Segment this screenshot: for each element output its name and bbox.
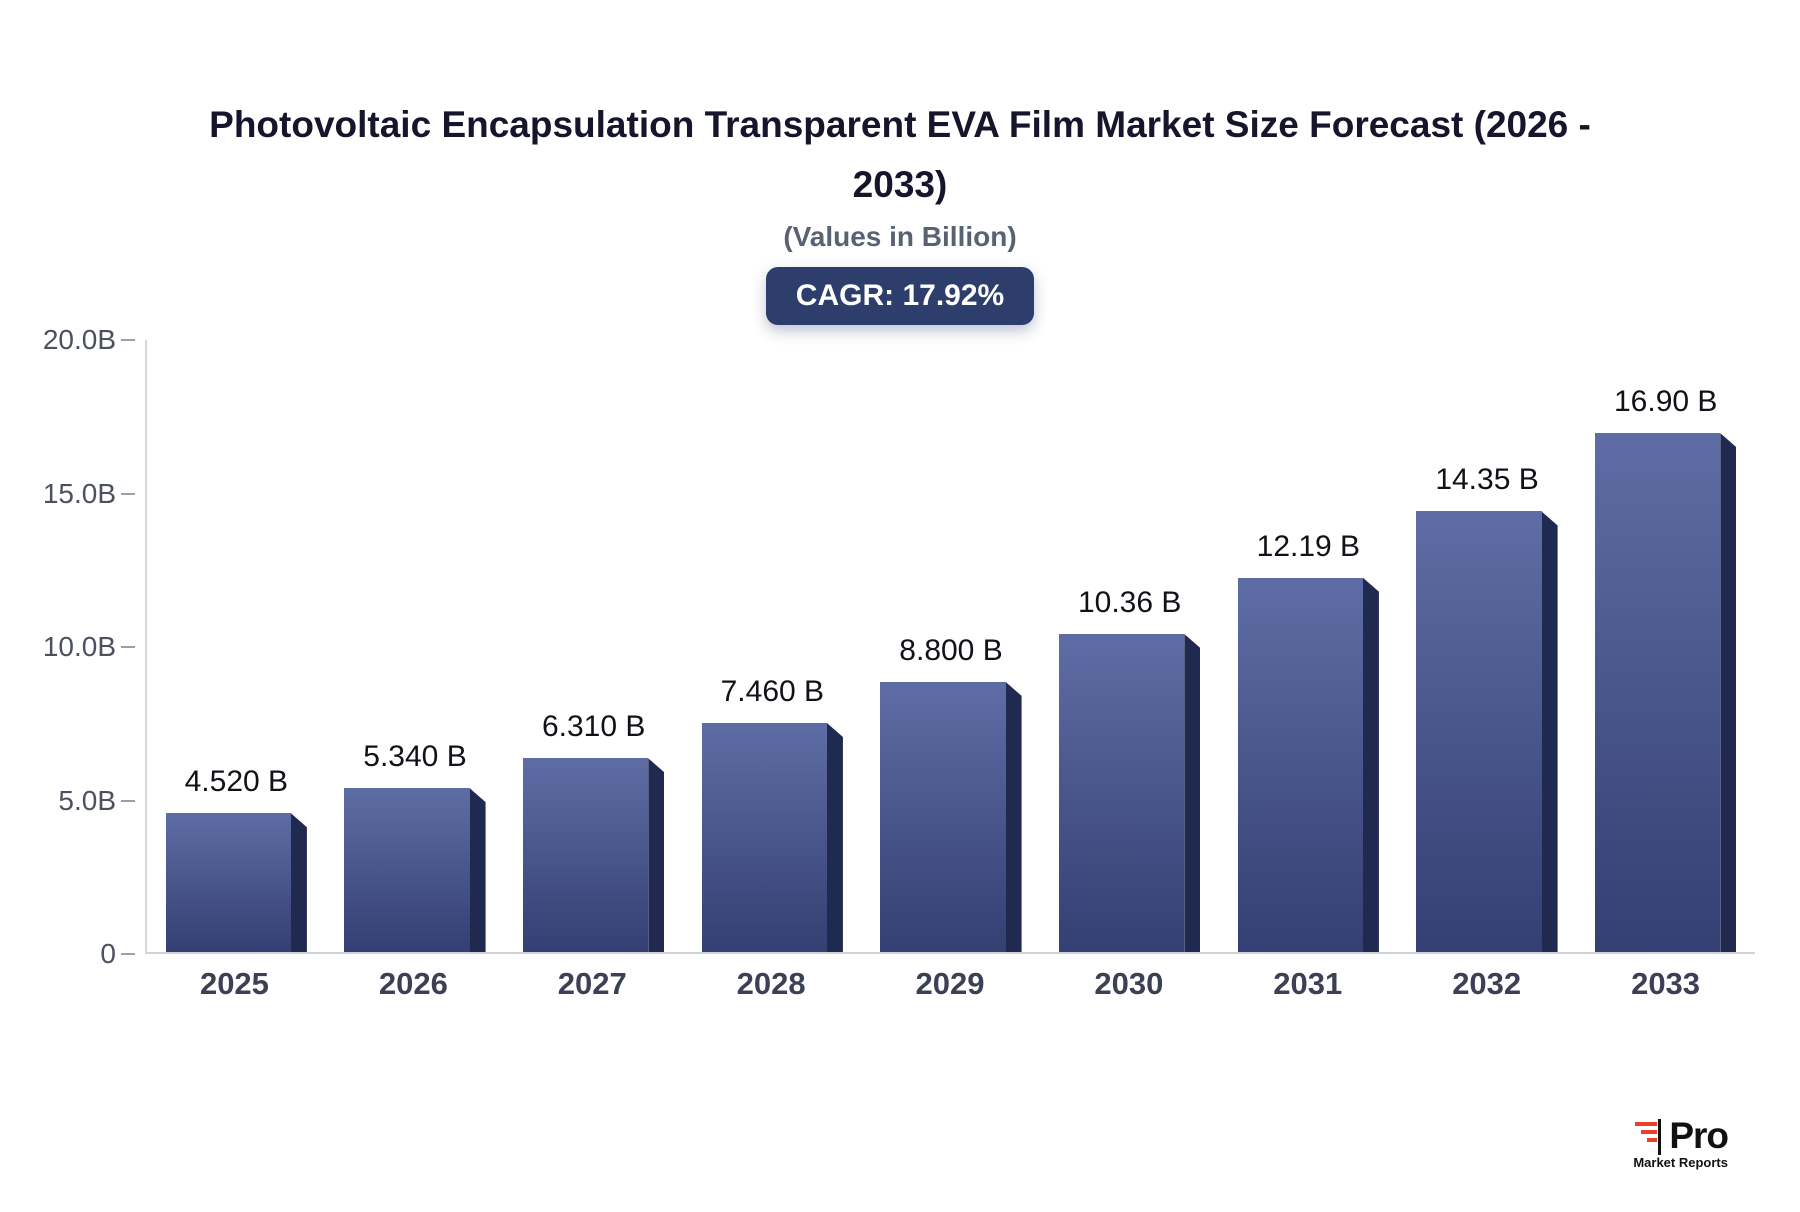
bar-slot: 7.460 B <box>683 340 862 952</box>
bars-container: 4.520 B 5.340 B 6.310 B 7.460 B 8.800 B 10.36… <box>147 340 1755 952</box>
logo-subtext: Market Reports <box>1633 1155 1728 1170</box>
bar-side-face <box>469 788 486 952</box>
bar-slot: 8.800 B <box>862 340 1041 952</box>
bar-front-face <box>701 722 827 952</box>
cagr-badge: CAGR: 17.92% <box>765 266 1035 325</box>
bar-2026[interactable]: 5.340 B <box>344 740 486 952</box>
bar-front-face <box>1416 511 1542 952</box>
bar-value-label: 7.460 B <box>720 674 825 708</box>
y-tick-mark <box>121 339 135 341</box>
bar-front-face <box>1595 433 1721 952</box>
bar-2028[interactable]: 7.460 B <box>701 675 843 952</box>
y-tick-label: 10.0B <box>42 631 116 662</box>
bar-value-label: 6.310 B <box>541 710 646 744</box>
bar-slot: 14.35 B <box>1398 340 1577 952</box>
bar-side-face <box>1005 681 1022 952</box>
bar-2033[interactable]: 16.90 B <box>1595 385 1737 952</box>
chart-title: Photovoltaic Encapsulation Transparent E… <box>209 104 1591 205</box>
y-tick-mark <box>121 492 135 495</box>
bar-value-label: 5.340 B <box>363 740 467 774</box>
x-axis-label-2033: 2033 <box>1631 966 1701 1001</box>
bar-2027[interactable]: 6.310 B <box>523 710 665 952</box>
bar-front-face <box>165 813 291 952</box>
bar-side-face <box>1184 633 1201 952</box>
logo-icon <box>1635 1119 1662 1155</box>
x-axis-label-2025: 2025 <box>199 966 269 1001</box>
y-tick-label: 15.0B <box>42 477 116 509</box>
bar-slot: 4.520 B <box>147 340 326 952</box>
bar-side-face <box>290 813 307 952</box>
bar-value-label: 4.520 B <box>184 765 289 799</box>
brand-logo: Pro Market Reports <box>1633 1115 1729 1170</box>
bar-side-face <box>1541 511 1558 952</box>
bar-2031[interactable]: 12.19 B <box>1237 530 1379 952</box>
bar-side-face <box>1720 433 1737 952</box>
y-tick-mark <box>121 646 135 648</box>
bar-slot: 5.340 B <box>326 340 505 952</box>
bar-value-label: 14.35 B <box>1435 463 1539 497</box>
bar-2030[interactable]: 10.36 B <box>1059 586 1201 952</box>
x-axis-label-2032: 2032 <box>1452 966 1522 1001</box>
bar-2029[interactable]: 8.800 B <box>880 634 1022 952</box>
bar-front-face <box>344 788 470 952</box>
bar-slot: 12.19 B <box>1219 340 1398 952</box>
x-axis-label-2029: 2029 <box>915 966 985 1001</box>
y-tick-label: 20.0B <box>42 324 116 355</box>
chart-subtitle: (Values in Billion) <box>783 220 1017 252</box>
x-axis-label-2028: 2028 <box>736 966 806 1001</box>
x-axis-label-2031: 2031 <box>1273 966 1343 1001</box>
brand-logo-row: Pro <box>1633 1115 1729 1157</box>
x-axis-label-2027: 2027 <box>557 966 627 1001</box>
bar-slot: 10.36 B <box>1040 340 1219 952</box>
bar-value-label: 16.90 B <box>1613 385 1718 419</box>
cagr-badge-row: CAGR: 17.92% <box>0 266 1800 325</box>
y-tick-mark <box>121 953 135 955</box>
bar-side-face <box>648 758 665 952</box>
y-tick-mark <box>121 799 135 802</box>
bar-side-face <box>826 722 843 952</box>
bar-front-face <box>523 758 649 952</box>
bar-front-face <box>1059 633 1185 952</box>
bar-2032[interactable]: 14.35 B <box>1416 463 1558 952</box>
logo-text: Pro <box>1669 1115 1729 1156</box>
plot-area: 4.520 B 5.340 B 6.310 B 7.460 B 8.800 B 10.36… <box>145 340 1755 954</box>
x-axis-label-2026: 2026 <box>378 966 448 1001</box>
y-tick-label: 5.0B <box>58 784 116 816</box>
bar-slot: 16.90 B <box>1576 340 1755 952</box>
bar-slot: 6.310 B <box>504 340 683 952</box>
bar-value-label: 10.36 B <box>1077 585 1182 619</box>
bar-value-label: 8.800 B <box>899 633 1003 667</box>
y-tick-label: 0 <box>100 938 116 969</box>
bar-front-face <box>1237 577 1363 952</box>
bar-value-label: 12.19 B <box>1256 529 1361 563</box>
bar-2025[interactable]: 4.520 B <box>165 765 307 952</box>
bar-side-face <box>1362 577 1379 952</box>
x-axis-label-2030: 2030 <box>1094 966 1164 1001</box>
bar-front-face <box>880 681 1006 952</box>
x-axis-labels: 2025 2026 2027 2028 2029 2030 2031 2032 2033 <box>145 966 1755 1002</box>
